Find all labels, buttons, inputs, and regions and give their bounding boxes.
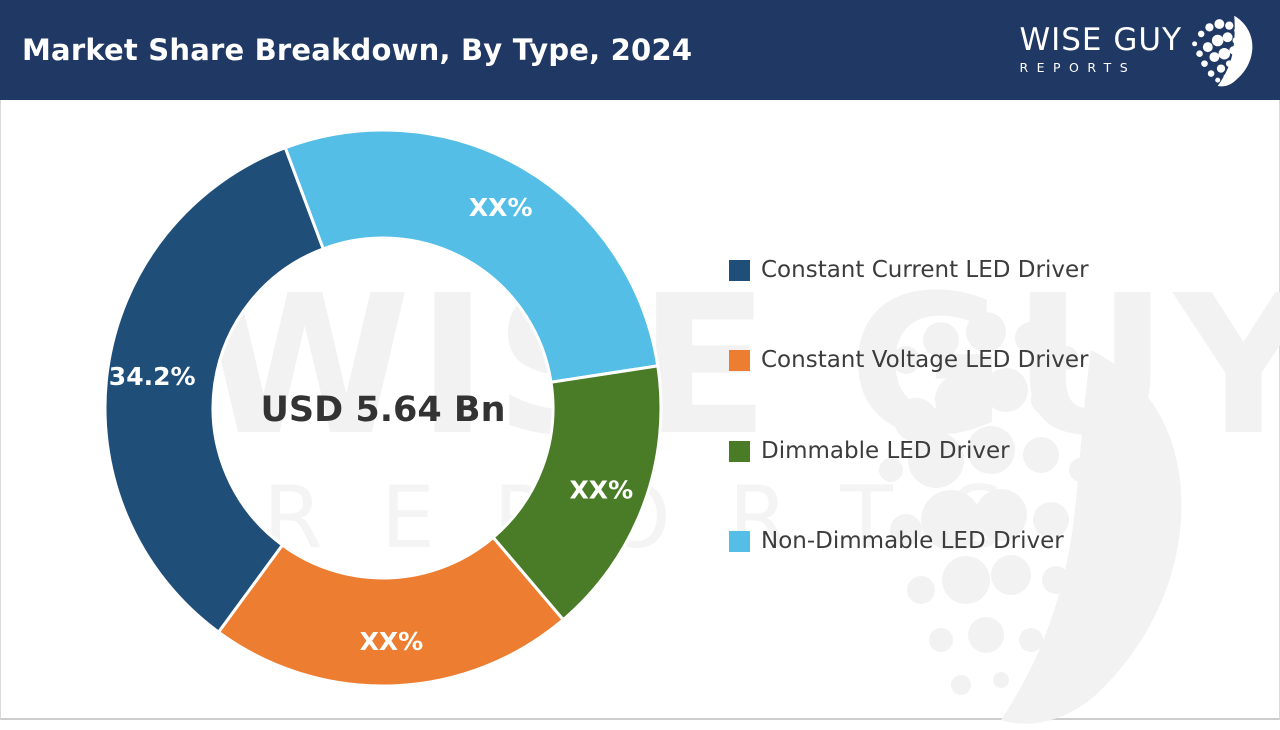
slice-label: XX% — [570, 475, 634, 504]
slice-label: 34.2% — [109, 362, 196, 391]
chart-legend: Constant Current LED Driver Constant Volt… — [729, 257, 1089, 554]
donut-chart: XX% XX% XX% 34.2% USD 5.64 Bn — [103, 128, 663, 688]
chart-canvas: WISE GUY REPORTS XX% XX% XX% 34.2% USD 5.64… — [0, 100, 1280, 724]
donut-segment-constant-voltage-led-driver — [216, 535, 565, 688]
legend-item-constant-current-led-driver: Constant Current LED Driver — [729, 257, 1089, 283]
logo-subtitle: REPORTS — [1019, 60, 1137, 76]
legend-item-dimmable-led-driver: Dimmable LED Driver — [729, 437, 1089, 464]
legend-label: Non-Dimmable LED Driver — [761, 527, 1064, 554]
donut-segment-non-dimmable-led-driver — [283, 128, 660, 384]
donut-segment-constant-current-led-driver — [103, 146, 325, 634]
legend-swatch-icon — [729, 260, 750, 282]
legend-label: Constant Voltage LED Driver — [761, 347, 1089, 374]
legend-item-constant-voltage-led-driver: Constant Voltage LED Driver — [729, 347, 1089, 374]
legend-label: Dimmable LED Driver — [761, 437, 1010, 464]
slice-label: XX% — [469, 193, 533, 222]
watermark-face-icon — [871, 312, 1182, 724]
page-title: Market Share Breakdown, By Type, 2024 — [22, 33, 693, 67]
legend-label: Constant Current LED Driver — [761, 257, 1089, 283]
legend-swatch-icon — [729, 531, 750, 553]
donut-center-value: USD 5.64 Bn — [261, 390, 506, 430]
wise-guy-reports-logo: WISE GUY REPORTS — [1019, 9, 1254, 91]
legend-swatch-icon — [729, 440, 750, 462]
legend-swatch-icon — [729, 350, 750, 372]
donut-segment-dimmable-led-driver — [491, 364, 663, 622]
legend-item-non-dimmable-led-driver: Non-Dimmable LED Driver — [729, 527, 1089, 554]
logo-face-icon — [1192, 15, 1253, 87]
logo-wordmark: WISE GUY — [1019, 22, 1182, 59]
slice-label: XX% — [360, 627, 424, 656]
header-bar: Market Share Breakdown, By Type, 2024 WI… — [0, 0, 1280, 100]
